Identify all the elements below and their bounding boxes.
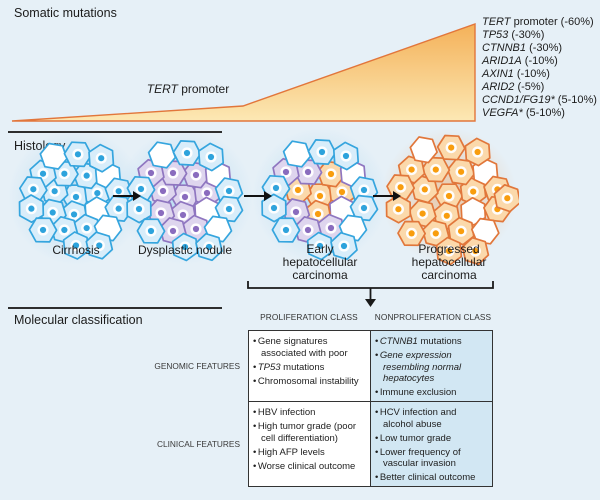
somatic-mutations-title: Somatic mutations xyxy=(14,6,117,20)
feature-item: TP53 mutations xyxy=(253,362,367,374)
feature-item: Gene expression resembling normal hepato… xyxy=(375,350,489,385)
histology-stage-dysplastic-nodule: Dysplastic nodule xyxy=(115,127,255,267)
gene-frequency-list: TERT promoter (-60%) TP53 (-30%) CTNNB1 (-… xyxy=(482,16,597,120)
hcc-bracket-arrow-icon xyxy=(247,281,494,307)
mutation-frequency-wedge xyxy=(11,23,476,122)
stage-label-progressed-hcc: Progressed hepatocellular carcinoma xyxy=(411,242,487,282)
column-header-proliferation: PROLIFERATION CLASS xyxy=(260,312,358,322)
gene-frequency-item: VEGFA* (5-10%) xyxy=(482,107,565,119)
feature-item: Lower frequency of vascular invasion xyxy=(375,447,489,470)
tert-label-rest: promoter xyxy=(177,82,230,96)
tert-promoter-label: TERT promoter xyxy=(118,82,258,96)
feature-item: High AFP levels xyxy=(253,447,367,459)
gene-frequency-item: TP53 (-30%) xyxy=(482,29,545,41)
feature-item: Worse clinical outcome xyxy=(253,461,367,473)
clinical-nonproliferation-cell: HCV infection and alcohol abuse Low tumor… xyxy=(371,402,492,486)
feature-item: Chromosomal instability xyxy=(253,376,367,388)
classification-table: Gene signatures associated with poor TP53… xyxy=(248,330,493,487)
feature-item: High tumor grade (poor cell differentiat… xyxy=(253,421,367,444)
progression-arrow-1-icon xyxy=(113,191,141,201)
stage-label-dysplastic-nodule: Dysplastic nodule xyxy=(137,243,233,257)
gene-frequency-item: ARID1A (-10%) xyxy=(482,55,558,67)
tert-gene-name: TERT xyxy=(146,82,178,96)
histology-stage-cirrhosis: Cirrhosis xyxy=(6,127,146,267)
gene-frequency-item: ARID2 (-5%) xyxy=(482,81,545,93)
feature-item: Gene signatures associated with poor xyxy=(253,336,367,359)
feature-item: Better clinical outcome xyxy=(375,472,489,484)
histology-stage-progressed-hcc: Progressed hepatocellular carcinoma xyxy=(379,126,519,282)
genomic-proliferation-cell: Gene signatures associated with poor TP53… xyxy=(249,331,371,402)
gene-frequency-item: CCND1/FG19* (5-10%) xyxy=(482,94,597,106)
progression-arrow-3-icon xyxy=(373,191,401,201)
section-divider-2 xyxy=(8,307,222,309)
feature-item: HBV infection xyxy=(253,407,367,419)
stage-label-cirrhosis: Cirrhosis xyxy=(52,243,100,257)
molecular-classification-title: Molecular classification xyxy=(14,313,143,327)
feature-item: Immune exclusion xyxy=(375,387,489,399)
histology-stage-early-hcc: Early hepatocellular carcinoma xyxy=(250,126,390,282)
section-divider-1 xyxy=(8,131,222,133)
row-label-clinical-features: CLINICAL FEATURES xyxy=(157,439,240,449)
gene-frequency-item: AXIN1 (-10%) xyxy=(482,68,550,80)
gene-frequency-item: TERT promoter (-60%) xyxy=(482,16,594,28)
feature-item: CTNNB1 mutations xyxy=(375,336,489,348)
progression-arrow-2-icon xyxy=(244,191,272,201)
gene-frequency-item: CTNNB1 (-30%) xyxy=(482,42,563,54)
feature-item: Low tumor grade xyxy=(375,433,489,445)
clinical-proliferation-cell: HBV infection High tumor grade (poor cell… xyxy=(249,402,371,486)
wedge-shape xyxy=(11,23,476,122)
stage-label-early-hcc: Early hepatocellular carcinoma xyxy=(282,242,358,282)
row-label-genomic-features: GENOMIC FEATURES xyxy=(154,361,240,371)
column-header-nonproliferation: NONPROLIFERATION CLASS xyxy=(374,312,492,322)
genomic-nonproliferation-cell: CTNNB1 mutations Gene expression resembli… xyxy=(371,331,492,402)
feature-item: HCV infection and alcohol abuse xyxy=(375,407,489,430)
